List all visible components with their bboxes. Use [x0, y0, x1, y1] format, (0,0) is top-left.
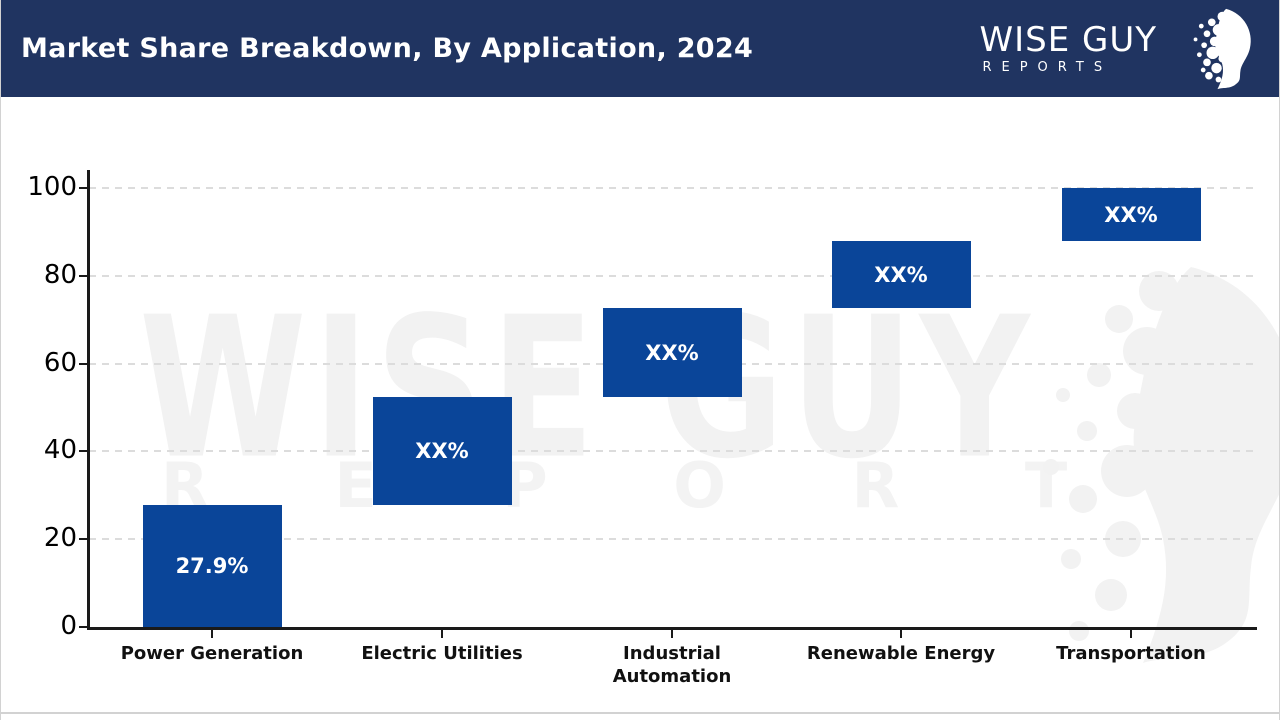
brand-wordmark: WISE GUY REPORTS — [979, 23, 1157, 74]
x-tick-mark — [211, 629, 213, 638]
chart-canvas: WISE GUY R E P O R T S 0 20 40 60 80 100 27.9%… — [1, 97, 1279, 716]
head-dots-icon — [1193, 8, 1251, 89]
x-tick-mark — [1130, 629, 1132, 638]
page-title: Market Share Breakdown, By Application, … — [21, 33, 754, 64]
bottom-divider — [1, 712, 1279, 714]
watermark-wordmark: WISE GUY — [139, 275, 1036, 502]
y-tick-label: 80 — [43, 259, 77, 290]
bar-power-generation: 27.9% — [142, 504, 282, 627]
y-axis-line — [87, 170, 90, 629]
brand-name: WISE GUY — [979, 20, 1157, 60]
category-label: Electric Utilities — [361, 643, 523, 664]
category-label: Renewable Energy — [806, 643, 996, 664]
y-tick-mark — [79, 450, 89, 453]
y-tick-mark — [79, 274, 89, 277]
x-tick-mark — [671, 629, 673, 638]
bar-renewable-energy: XX% — [831, 241, 971, 309]
x-tick-mark — [441, 629, 443, 638]
y-tick-mark — [79, 626, 89, 628]
brand-logo: WISE GUY REPORTS — [979, 7, 1255, 91]
category-label: Industrial Automation — [612, 643, 732, 687]
gridline-80 — [89, 274, 1257, 277]
category-label: Transportation — [1056, 643, 1206, 664]
gridline-100 — [89, 187, 1257, 189]
bar-value-label: XX% — [415, 438, 469, 463]
y-tick-label: 40 — [43, 435, 77, 466]
watermark-subtitle: R E P O R T S — [161, 449, 1120, 595]
y-tick-label: 20 — [43, 523, 77, 554]
category-label: Power Generation — [120, 643, 304, 664]
bar-industrial-automation: XX% — [602, 308, 742, 398]
bar-transportation: XX% — [1061, 188, 1201, 242]
y-tick-mark — [79, 362, 89, 365]
y-tick-label: 60 — [43, 347, 77, 378]
header-bar: Market Share Breakdown, By Application, … — [1, 0, 1279, 97]
x-axis-line — [87, 627, 1257, 630]
y-tick-label: 0 — [60, 611, 77, 641]
y-tick-mark — [79, 538, 89, 541]
bar-value-label: XX% — [1104, 202, 1158, 227]
bar-value-label: XX% — [874, 262, 928, 287]
y-tick-label: 100 — [27, 172, 77, 202]
bar-value-label: 27.9% — [175, 553, 249, 578]
brand-subtitle: REPORTS — [982, 60, 1113, 75]
gridline-40 — [89, 450, 1257, 453]
bar-value-label: XX% — [645, 340, 699, 365]
x-tick-mark — [900, 629, 902, 638]
bar-electric-utilities: XX% — [372, 397, 512, 505]
y-tick-mark — [79, 187, 89, 189]
gridline-20 — [89, 538, 1257, 541]
watermark-head-icon — [1043, 267, 1279, 663]
